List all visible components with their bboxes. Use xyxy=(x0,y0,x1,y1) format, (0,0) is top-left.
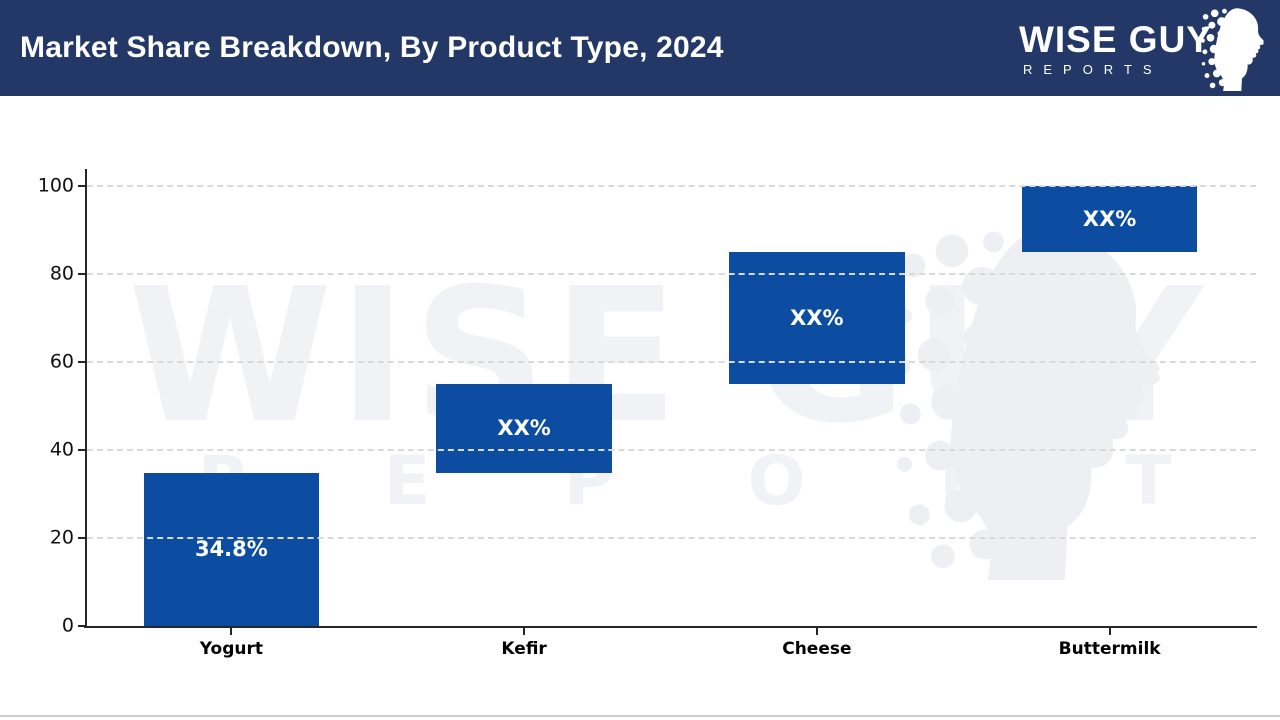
wiseguy-logo: WISE GUY REPORTS xyxy=(1019,7,1270,91)
x-tick-mark xyxy=(230,628,233,635)
gridline xyxy=(87,449,1256,451)
gridline xyxy=(87,537,1256,539)
y-tick-mark xyxy=(78,185,85,187)
y-tick-label-60: 60 xyxy=(49,350,74,373)
chart-title: Market Share Breakdown, By Product Type,… xyxy=(20,31,724,64)
y-tick-label-100: 100 xyxy=(37,174,74,197)
y-axis-line xyxy=(85,169,87,628)
x-tick-mark xyxy=(523,628,526,635)
logo-face-icon xyxy=(1200,8,1264,91)
logo-subtext: REPORTS xyxy=(1022,62,1163,78)
bar-kefir: XX% xyxy=(436,384,612,473)
bar-yogurt: 34.8% xyxy=(143,472,320,626)
logo-text: WISE GUY REPORTS xyxy=(1018,18,1212,78)
bottom-border xyxy=(0,715,1280,717)
y-tick-mark xyxy=(78,273,85,275)
bar-value-label-cheese: XX% xyxy=(790,306,844,330)
bar-value-label-buttermilk: XX% xyxy=(1082,207,1137,231)
y-tick-label-80: 80 xyxy=(49,262,74,285)
x-tick-mark xyxy=(1108,628,1111,635)
logo-wordmark: WISE GUY xyxy=(1018,18,1212,60)
gridline xyxy=(87,361,1256,363)
x-tick-label-kefir: Kefir xyxy=(501,639,547,659)
y-tick-mark xyxy=(78,361,85,363)
x-tick-label-cheese: Cheese xyxy=(782,639,852,659)
x-tick-mark xyxy=(815,628,818,635)
bar-buttermilk: XX% xyxy=(1021,186,1198,252)
watermark-face-icon xyxy=(892,229,1160,580)
header-banner: Market Share Breakdown, By Product Type,… xyxy=(0,0,1280,96)
y-tick-mark xyxy=(78,625,85,627)
bar-value-label-yogurt: 34.8% xyxy=(194,537,268,562)
x-tick-label-yogurt: Yogurt xyxy=(199,639,263,659)
bar-value-label-kefir: XX% xyxy=(497,416,551,441)
x-axis-line xyxy=(84,626,1257,628)
y-tick-label-20: 20 xyxy=(49,526,74,549)
y-tick-label-40: 40 xyxy=(49,438,74,461)
y-tick-mark xyxy=(78,449,85,451)
gridline xyxy=(87,273,1256,275)
y-tick-mark xyxy=(78,537,85,539)
bar-cheese: XX% xyxy=(729,252,905,384)
gridline xyxy=(87,185,1256,187)
y-tick-label-0: 0 xyxy=(61,614,74,637)
x-tick-label-buttermilk: Buttermilk xyxy=(1058,639,1161,659)
